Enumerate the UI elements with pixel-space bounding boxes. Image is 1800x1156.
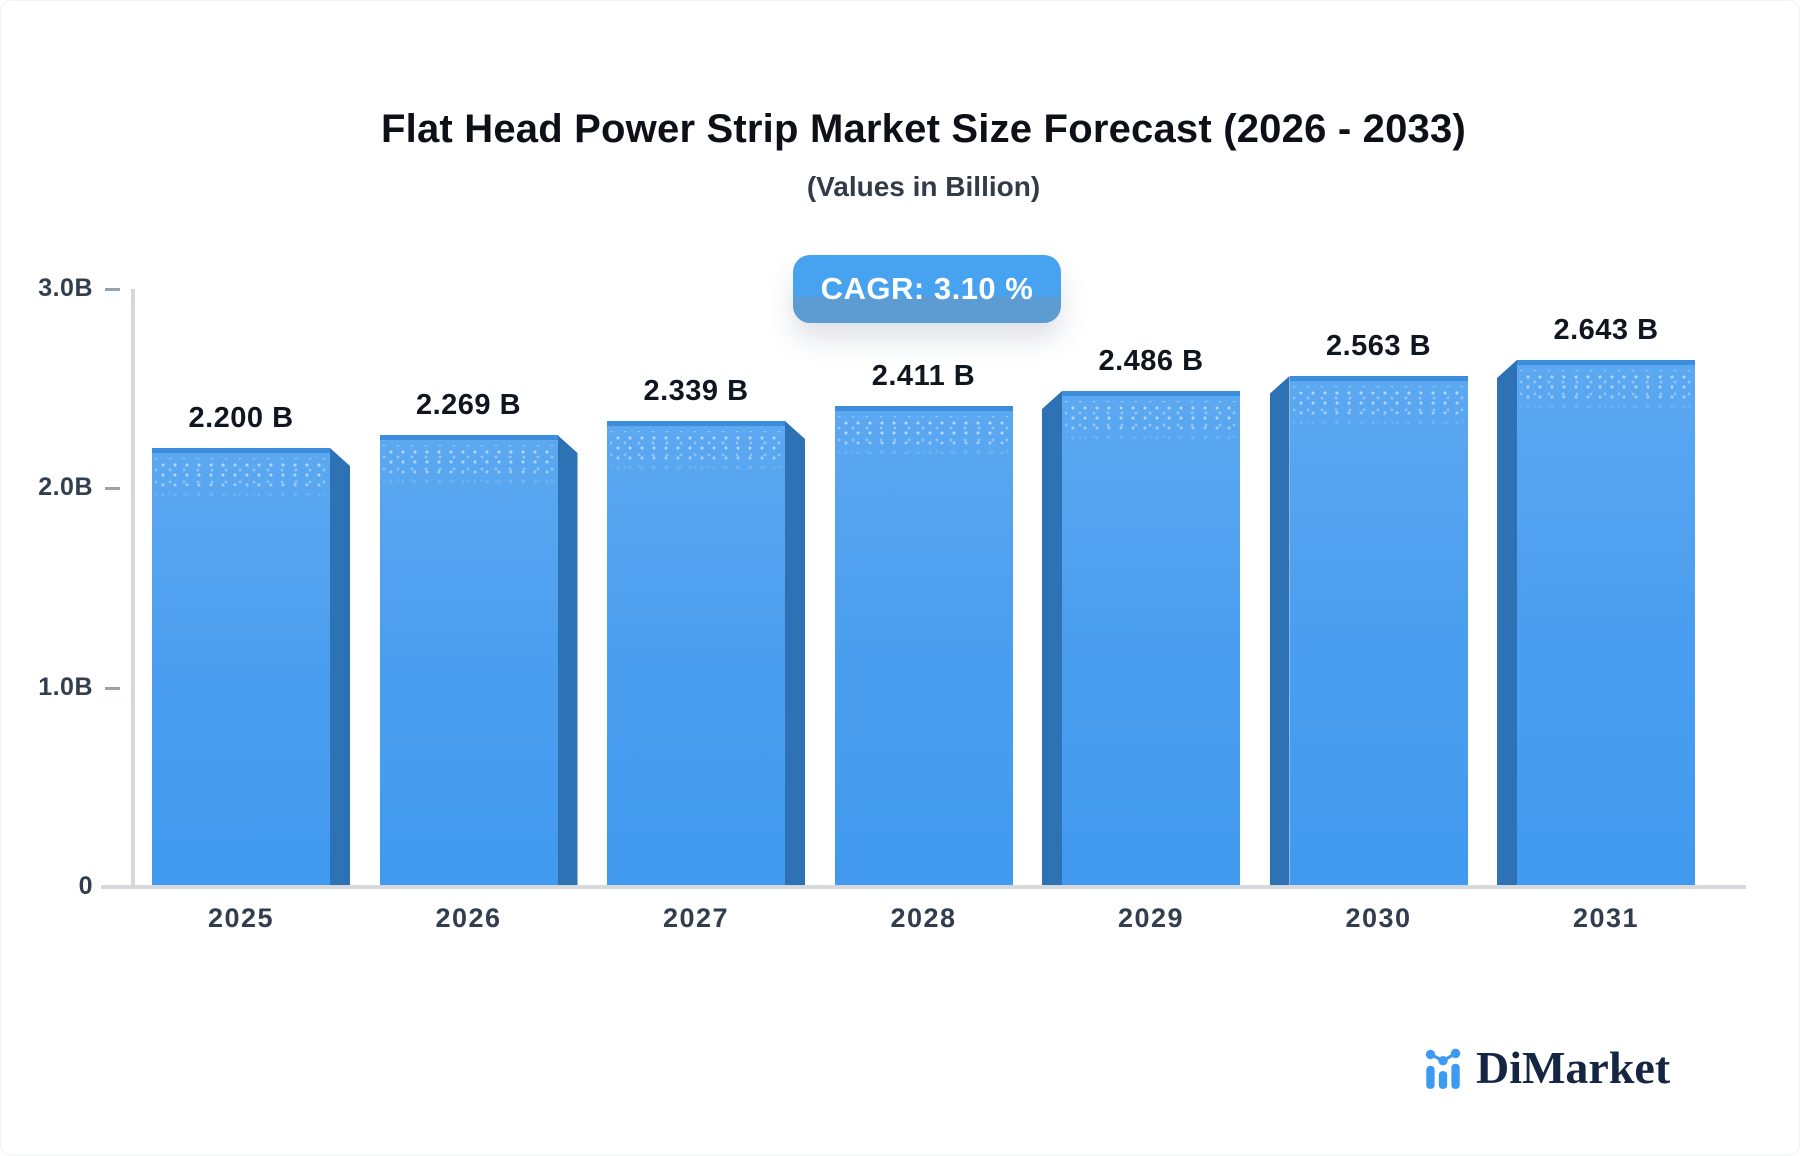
bar-value-label: 2.339 B (643, 375, 749, 407)
bar-texture (1065, 401, 1237, 443)
bar-value-label: 2.411 B (871, 360, 976, 392)
bar-side (1042, 391, 1062, 887)
x-axis-label: 2028 (890, 903, 957, 933)
bar-value-label: 2.486 B (1098, 345, 1204, 377)
y-axis-line (131, 289, 135, 889)
y-tick-label: 0 (78, 872, 93, 900)
y-tick-label: 3.0B (38, 274, 93, 302)
bar-side (330, 448, 350, 887)
bar-value-label: 2.563 B (1325, 330, 1432, 362)
cagr-badge: CAGR: 3.10 % (793, 255, 1061, 323)
x-axis-label: 2029 (1117, 903, 1185, 933)
bar (1062, 391, 1240, 887)
y-tick-label: 1.0B (38, 672, 93, 701)
x-axis-label: 2030 (1345, 903, 1412, 933)
bar-texture (155, 458, 327, 500)
y-tick-dash (105, 686, 120, 690)
x-axis-label: 2025 (207, 903, 275, 933)
x-axis-label: 2027 (662, 903, 730, 933)
y-tick-label: 2.0B (38, 473, 93, 502)
bar (607, 421, 785, 887)
brand-logo: DiMarket (1422, 1041, 1670, 1094)
brand-name: DiMarket (1476, 1042, 1671, 1093)
chart-title: Flat Head Power Strip Market Size Foreca… (381, 107, 1466, 151)
bar (379, 435, 558, 887)
bar-value-label: 2.269 B (415, 389, 522, 421)
bar-side (557, 435, 578, 887)
bar-texture (1292, 386, 1465, 428)
bar-texture (382, 445, 555, 487)
bar (152, 448, 330, 887)
x-axis-label: 2031 (1572, 903, 1640, 933)
bar-texture (610, 431, 782, 473)
bar-side (1497, 360, 1517, 887)
chart-subtitle: (Values in Billion) (806, 171, 1041, 202)
bar (1289, 376, 1468, 887)
bar-texture (837, 416, 1010, 458)
bar (834, 406, 1013, 887)
x-axis-baseline (101, 885, 1746, 889)
bar (1517, 360, 1695, 887)
bar-value-label: 2.643 B (1553, 314, 1659, 346)
y-tick-dash (105, 288, 120, 291)
y-tick-dash (105, 487, 120, 491)
bar-texture (1520, 370, 1692, 412)
bar-chart-logo-icon (1425, 1048, 1461, 1089)
bar-side (1269, 376, 1290, 887)
cagr-badge-label: CAGR: 3.10 % (820, 271, 1034, 306)
x-axis-label: 2026 (435, 903, 502, 933)
bar-side (785, 421, 805, 887)
bar-value-label: 2.200 B (188, 402, 294, 434)
